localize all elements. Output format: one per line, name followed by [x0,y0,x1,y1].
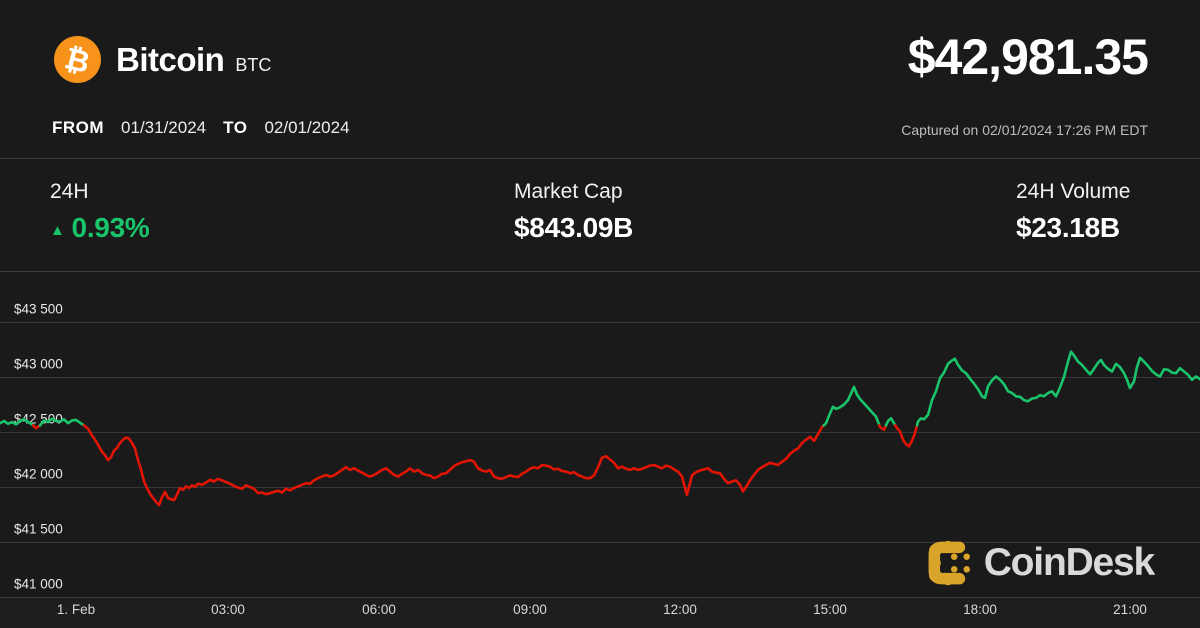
brand-header: ₿ Bitcoin BTC [54,36,271,83]
y-axis-label: $43 500 [14,302,63,317]
coindesk-wordmark: CoinDesk [983,541,1155,584]
price-line-segment-up [915,350,1200,427]
stat-24h-volume: 24H Volume $23.18B [1016,159,1130,244]
price-line-segment-up [884,417,897,427]
x-axis-label: 09:00 [513,602,547,617]
x-axis-label: 15:00 [813,602,847,617]
stat-value-market-cap: $843.09B [514,212,634,243]
stat-value-24h-volume: $23.18B [1016,212,1120,243]
asset-name: Bitcoin [116,40,225,78]
x-axis-label: 1. Feb [57,602,95,617]
stats-band: 24H ▲ 0.93% Market Cap $843.09B 24H Volum… [0,158,1200,272]
stat-label: 24H Volume [1016,180,1131,203]
change-percent: 0.93% [71,212,150,243]
captured-timestamp: Captured on 02/01/2024 17:26 PM EDT [901,122,1148,138]
bitcoin-logo-icon: ₿ [54,36,101,83]
y-axis-label: $42 000 [14,467,63,482]
up-triangle-icon: ▲ [50,222,65,239]
y-axis-label: $43 000 [14,357,63,372]
price-line-segment-down [878,424,888,432]
from-date: 01/31/2024 [121,118,207,137]
coindesk-mark-icon [928,540,970,586]
price-line-segment-down [893,424,919,448]
stat-label: Market Cap [514,180,623,203]
current-price: $42,981.35 [907,29,1149,85]
stat-24h-change: 24H ▲ 0.93% [50,159,150,244]
price-chart-svg: $43 500 $43 000 $42 500 $42 000 $41 500 $41 0… [0,302,1200,628]
asset-symbol: BTC [235,54,272,75]
stat-value-24h-change: ▲ 0.93% [50,212,150,244]
stat-label: 24H [50,180,89,203]
date-range: FROM 01/31/2024 TO 02/01/2024 [52,118,350,138]
coindesk-logo: CoinDesk [927,540,1155,586]
y-axis-label: $41 000 [14,577,63,592]
price-line-segment-up [0,418,35,427]
x-axis-label: 18:00 [963,602,997,617]
stat-market-cap: Market Cap $843.09B [514,159,633,244]
price-line-segment-down [82,424,826,507]
to-label: TO [223,118,248,137]
price-line-segment-down [31,424,42,430]
x-axis-label: 06:00 [362,602,396,617]
x-axis-label: 12:00 [663,602,697,617]
x-axis-strip [0,597,1200,628]
x-axis-label: 03:00 [211,602,245,617]
from-label: FROM [52,118,105,137]
x-axis-label: 21:00 [1113,602,1147,617]
price-line-segment-up [822,385,881,427]
price-line-segment-up [38,417,86,427]
y-axis-label: $41 500 [14,522,63,537]
y-axis-label: $42 500 [14,412,63,427]
price-chart: $43 500 $43 000 $42 500 $42 000 $41 500 $41 0… [0,275,1200,628]
to-date: 02/01/2024 [264,118,350,137]
